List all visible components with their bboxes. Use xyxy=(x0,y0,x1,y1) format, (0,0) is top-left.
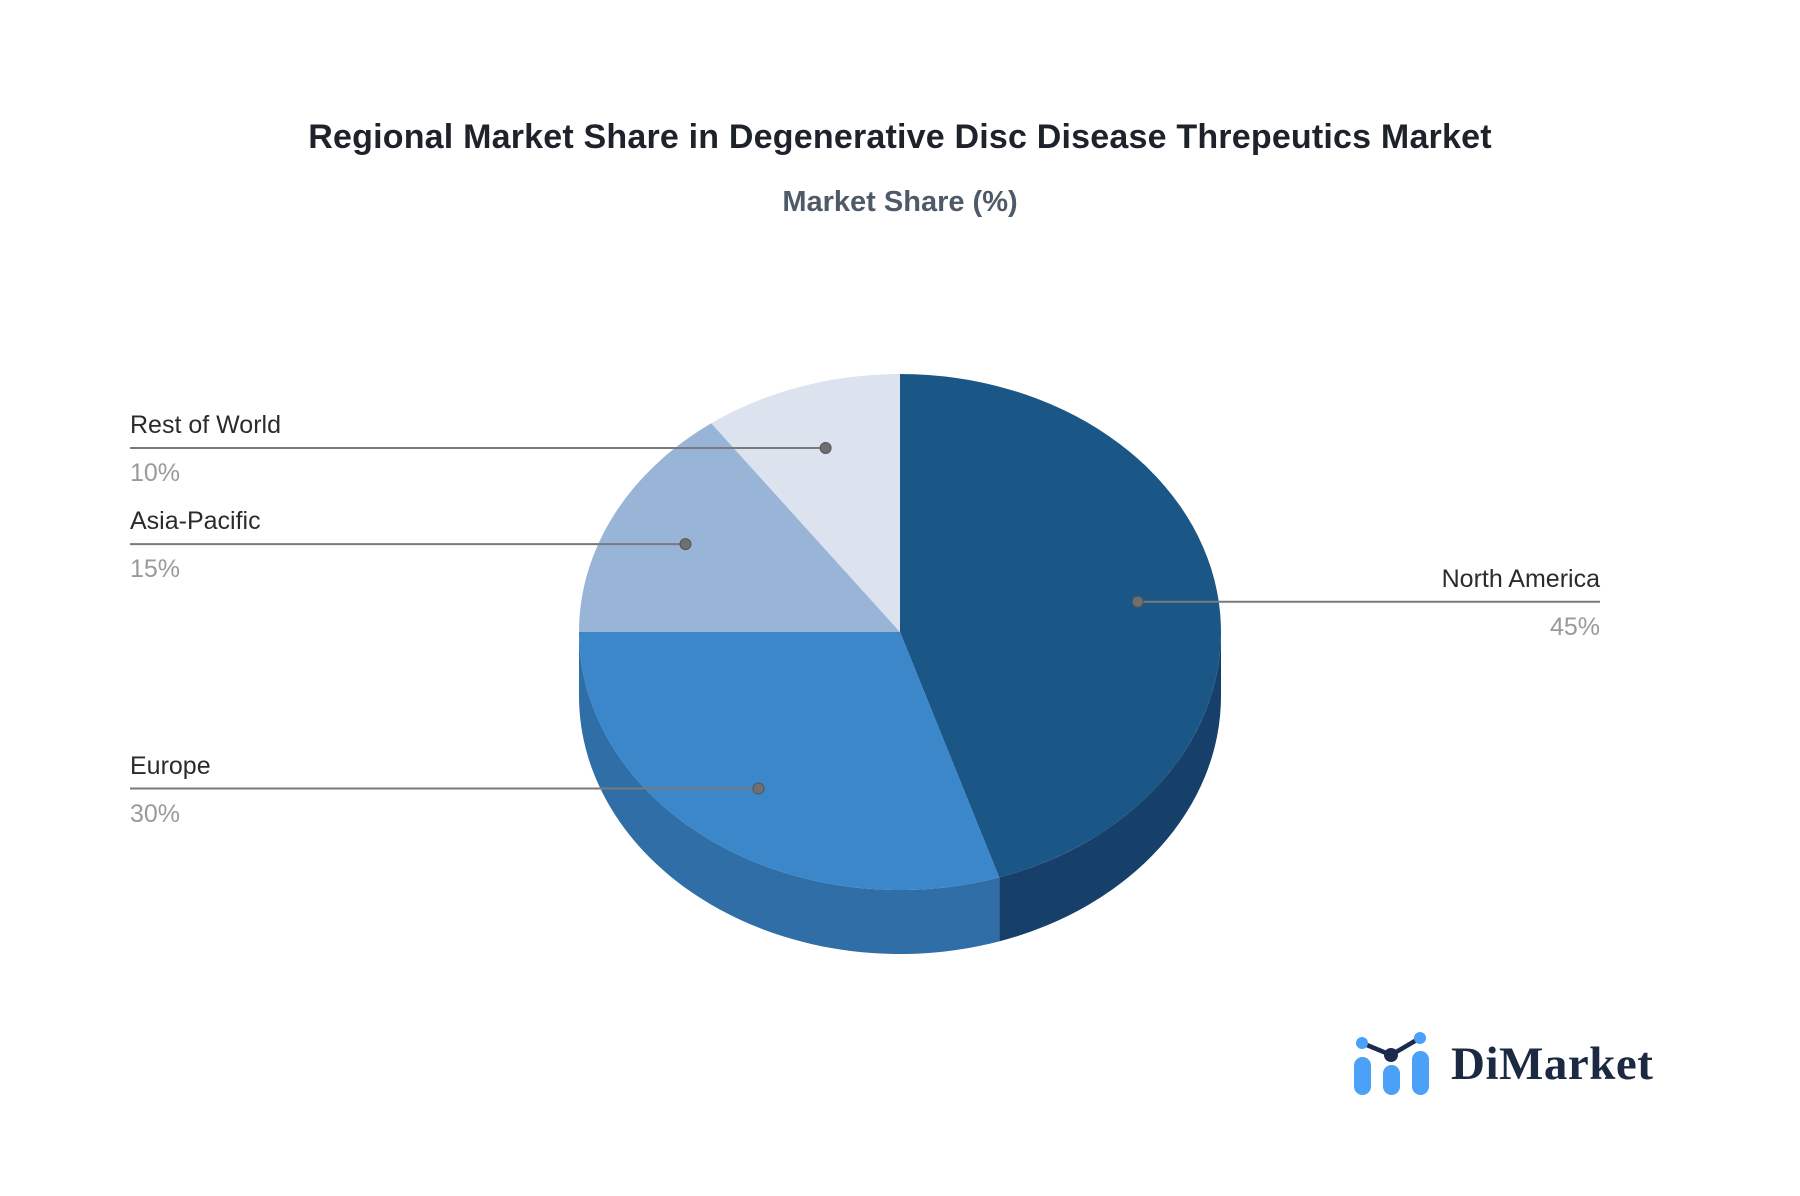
callout-dot xyxy=(752,782,765,795)
pie-slice-rest-of-world[interactable] xyxy=(711,374,900,632)
slice-callout-value: 45% xyxy=(1549,612,1600,641)
pie-slice-side xyxy=(999,632,1221,942)
brand-logo: DiMarket xyxy=(1352,1030,1653,1098)
slice-callout-label: North America xyxy=(1441,564,1600,593)
callout-dot xyxy=(819,441,832,454)
callout-dot xyxy=(1131,595,1144,608)
pie-slice-side xyxy=(578,632,1000,955)
pie-slice-europe[interactable] xyxy=(578,632,1000,890)
brand-logo-text: DiMarket xyxy=(1451,1038,1654,1090)
slice-callout-label: Asia-Pacific xyxy=(130,507,261,536)
slice-callout-label: Europe xyxy=(130,751,211,780)
pie-slice-asia-pacific[interactable] xyxy=(579,423,900,632)
chart-title: Regional Market Share in Degenerative Di… xyxy=(308,118,1492,156)
chart-subtitle: Market Share (%) xyxy=(782,186,1018,218)
slice-callout-label: Rest of World xyxy=(130,410,281,439)
pie-slice-north-america[interactable] xyxy=(900,374,1221,878)
bar-chart-trend-icon xyxy=(1354,1032,1429,1095)
slice-callout-value: 15% xyxy=(130,555,181,584)
callout-dot xyxy=(679,538,692,551)
slice-callout-value: 30% xyxy=(130,799,181,828)
slice-callout-value: 10% xyxy=(130,458,181,487)
